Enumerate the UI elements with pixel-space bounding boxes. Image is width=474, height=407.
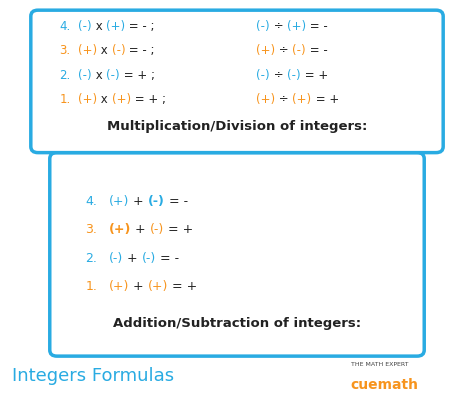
Text: (+): (+) xyxy=(109,223,131,236)
Text: (+): (+) xyxy=(78,93,97,106)
Text: (-): (-) xyxy=(148,195,165,208)
FancyBboxPatch shape xyxy=(31,10,443,153)
Text: (+): (+) xyxy=(256,93,275,106)
Text: ÷: ÷ xyxy=(275,44,292,57)
Text: 2.: 2. xyxy=(59,69,71,82)
Text: = +: = + xyxy=(164,223,193,236)
Text: (-): (-) xyxy=(109,252,123,265)
Text: 4.: 4. xyxy=(85,195,97,208)
Text: = -: = - xyxy=(156,252,179,265)
Text: = + ;: = + ; xyxy=(120,69,155,82)
Text: 3.: 3. xyxy=(85,223,97,236)
Text: = + ;: = + ; xyxy=(131,93,166,106)
Text: (-): (-) xyxy=(287,69,301,82)
Text: (+): (+) xyxy=(292,93,311,106)
Text: Multiplication/Division of integers:: Multiplication/Division of integers: xyxy=(107,120,367,133)
Text: (-): (-) xyxy=(256,69,270,82)
Text: cuemath: cuemath xyxy=(351,378,419,392)
Text: (-): (-) xyxy=(150,223,164,236)
Text: +: + xyxy=(129,195,148,208)
Text: x: x xyxy=(97,44,112,57)
Text: ÷: ÷ xyxy=(275,93,292,106)
Text: 4.: 4. xyxy=(59,20,71,33)
Text: ÷: ÷ xyxy=(270,69,287,82)
Text: = - ;: = - ; xyxy=(126,20,155,33)
Text: ÷: ÷ xyxy=(270,20,287,33)
Text: +: + xyxy=(123,252,142,265)
Text: Addition/Subtraction of integers:: Addition/Subtraction of integers: xyxy=(113,317,361,330)
Text: (+): (+) xyxy=(109,280,129,293)
Text: (-): (-) xyxy=(78,20,92,33)
Text: (-): (-) xyxy=(256,20,270,33)
Text: 1.: 1. xyxy=(85,280,97,293)
Text: Integers Formulas: Integers Formulas xyxy=(12,368,174,385)
Text: x: x xyxy=(97,93,112,106)
Text: = +: = + xyxy=(311,93,339,106)
Text: (+): (+) xyxy=(78,44,97,57)
Text: = +: = + xyxy=(301,69,328,82)
Text: = +: = + xyxy=(168,280,198,293)
Text: x: x xyxy=(92,20,106,33)
Text: (-): (-) xyxy=(106,69,120,82)
FancyBboxPatch shape xyxy=(50,153,424,356)
Text: 2.: 2. xyxy=(85,252,97,265)
Text: (-): (-) xyxy=(112,44,126,57)
Text: THE MATH EXPERT: THE MATH EXPERT xyxy=(351,362,408,367)
Text: = -: = - xyxy=(165,195,188,208)
Text: = -: = - xyxy=(306,20,328,33)
Text: x: x xyxy=(92,69,106,82)
Text: (+): (+) xyxy=(287,20,306,33)
Text: (-): (-) xyxy=(78,69,92,82)
Text: (-): (-) xyxy=(142,252,156,265)
Text: 1.: 1. xyxy=(59,93,71,106)
Text: +: + xyxy=(129,280,148,293)
Text: (-): (-) xyxy=(292,44,306,57)
Text: = -: = - xyxy=(306,44,328,57)
Text: (+): (+) xyxy=(256,44,275,57)
Text: (+): (+) xyxy=(112,93,131,106)
Text: = - ;: = - ; xyxy=(126,44,155,57)
Text: +: + xyxy=(131,223,150,236)
Text: (+): (+) xyxy=(106,20,126,33)
Text: 3.: 3. xyxy=(59,44,70,57)
Text: (+): (+) xyxy=(109,195,129,208)
Text: (+): (+) xyxy=(148,280,168,293)
